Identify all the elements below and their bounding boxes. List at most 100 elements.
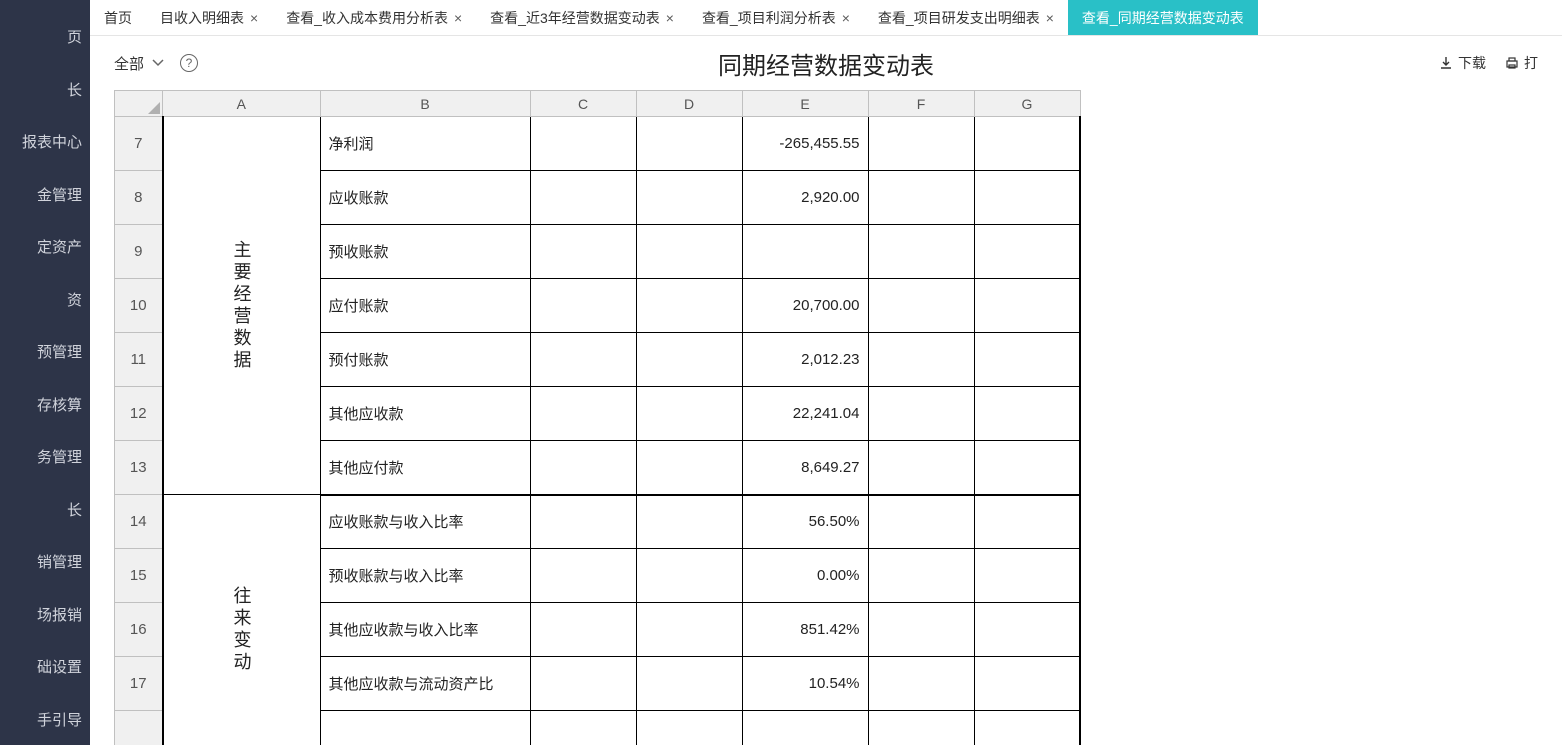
cell[interactable] — [974, 171, 1080, 225]
cell[interactable] — [974, 117, 1080, 171]
col-header-G[interactable]: G — [974, 91, 1080, 117]
cell[interactable] — [868, 225, 974, 279]
sidebar-item-12[interactable]: 础设置 — [0, 640, 90, 693]
close-icon[interactable]: × — [666, 10, 674, 26]
sidebar-item-8[interactable]: 务管理 — [0, 430, 90, 483]
cell[interactable] — [636, 117, 742, 171]
cell[interactable]: 2,920.00 — [742, 171, 868, 225]
help-icon[interactable]: ? — [180, 54, 198, 72]
cell[interactable] — [868, 171, 974, 225]
cell[interactable] — [636, 279, 742, 333]
tab-project-profit[interactable]: 查看_项目利润分析表 × — [688, 0, 864, 35]
cell[interactable] — [320, 711, 530, 745]
cell[interactable] — [868, 117, 974, 171]
cell[interactable] — [530, 549, 636, 603]
close-icon[interactable]: × — [842, 10, 850, 26]
cell[interactable]: 其他应付款 — [320, 441, 530, 495]
cell[interactable] — [742, 225, 868, 279]
col-header-C[interactable]: C — [530, 91, 636, 117]
cell[interactable]: 预收账款与收入比率 — [320, 549, 530, 603]
cell[interactable] — [868, 387, 974, 441]
cell[interactable]: 净利润 — [320, 117, 530, 171]
tab-income-detail[interactable]: 目收入明细表 × — [146, 0, 272, 35]
cell[interactable] — [530, 171, 636, 225]
cell[interactable]: 应收账款与收入比率 — [320, 495, 530, 549]
col-header-A[interactable]: A — [163, 91, 321, 117]
sidebar-item-4[interactable]: 定资产 — [0, 220, 90, 273]
cell[interactable] — [868, 603, 974, 657]
cell[interactable] — [530, 711, 636, 745]
cell[interactable]: 预付账款 — [320, 333, 530, 387]
cell[interactable]: 10.54% — [742, 657, 868, 711]
col-header-F[interactable]: F — [868, 91, 974, 117]
download-button[interactable]: 下载 — [1438, 53, 1486, 73]
close-icon[interactable]: × — [454, 10, 462, 26]
sidebar-item-1[interactable]: 长 — [0, 63, 90, 116]
cell[interactable] — [974, 387, 1080, 441]
cell[interactable]: 预收账款 — [320, 225, 530, 279]
cell[interactable] — [974, 549, 1080, 603]
sidebar-item-13[interactable]: 手引导 — [0, 693, 90, 745]
cell[interactable]: 20,700.00 — [742, 279, 868, 333]
group-label-main-data[interactable]: 主要经营数据 — [163, 117, 321, 495]
cell[interactable] — [636, 171, 742, 225]
cell[interactable]: -265,455.55 — [742, 117, 868, 171]
cell[interactable] — [530, 657, 636, 711]
cell[interactable] — [868, 711, 974, 745]
cell[interactable]: 应收账款 — [320, 171, 530, 225]
row-header[interactable]: 10 — [115, 279, 163, 333]
cell[interactable] — [868, 441, 974, 495]
select-all-cell[interactable] — [115, 91, 163, 117]
row-header[interactable]: 8 — [115, 171, 163, 225]
print-button[interactable]: 打 — [1504, 53, 1538, 73]
cell[interactable] — [974, 333, 1080, 387]
sidebar-item-6[interactable]: 预管理 — [0, 325, 90, 378]
cell[interactable] — [974, 441, 1080, 495]
sidebar-item-5[interactable]: 资 — [0, 273, 90, 326]
cell[interactable] — [636, 441, 742, 495]
col-header-B[interactable]: B — [320, 91, 530, 117]
cell[interactable] — [530, 603, 636, 657]
cell[interactable]: 其他应收款 — [320, 387, 530, 441]
cell[interactable]: 56.50% — [742, 495, 868, 549]
cell[interactable] — [530, 441, 636, 495]
group-label-transactions[interactable]: 往来变动 — [163, 495, 321, 745]
cell[interactable] — [636, 495, 742, 549]
row-header[interactable] — [115, 711, 163, 745]
cell[interactable] — [530, 333, 636, 387]
sidebar-item-2[interactable]: 报表中心 — [0, 115, 90, 168]
close-icon[interactable]: × — [1046, 10, 1054, 26]
row-header[interactable]: 14 — [115, 495, 163, 549]
sidebar-item-0[interactable]: 页 — [0, 10, 90, 63]
filter-dropdown[interactable]: 全部 ? — [114, 53, 198, 74]
tab-home[interactable]: 首页 — [90, 0, 146, 35]
cell[interactable]: 0.00% — [742, 549, 868, 603]
cell[interactable] — [868, 279, 974, 333]
row-header[interactable]: 15 — [115, 549, 163, 603]
sidebar-item-3[interactable]: 金管理 — [0, 168, 90, 221]
cell[interactable] — [868, 333, 974, 387]
col-header-E[interactable]: E — [742, 91, 868, 117]
cell[interactable] — [636, 657, 742, 711]
tab-rd-expense[interactable]: 查看_项目研发支出明细表 × — [864, 0, 1068, 35]
cell[interactable] — [974, 711, 1080, 745]
tab-3year-data[interactable]: 查看_近3年经营数据变动表 × — [476, 0, 688, 35]
sidebar-item-9[interactable]: 长 — [0, 483, 90, 536]
cell[interactable]: 851.42% — [742, 603, 868, 657]
cell[interactable] — [530, 387, 636, 441]
cell[interactable] — [530, 495, 636, 549]
cell[interactable] — [868, 495, 974, 549]
row-header[interactable]: 12 — [115, 387, 163, 441]
sidebar-item-10[interactable]: 销管理 — [0, 535, 90, 588]
cell[interactable] — [530, 117, 636, 171]
cell[interactable] — [636, 333, 742, 387]
row-header[interactable]: 9 — [115, 225, 163, 279]
row-header[interactable]: 11 — [115, 333, 163, 387]
cell[interactable]: 8,649.27 — [742, 441, 868, 495]
sidebar-item-7[interactable]: 存核算 — [0, 378, 90, 431]
cell[interactable] — [636, 387, 742, 441]
sidebar-item-11[interactable]: 场报销 — [0, 588, 90, 641]
cell[interactable]: 应付账款 — [320, 279, 530, 333]
col-header-D[interactable]: D — [636, 91, 742, 117]
spreadsheet[interactable]: A B C D E F G 7 主要经营数据 净利润 — [114, 90, 1081, 745]
